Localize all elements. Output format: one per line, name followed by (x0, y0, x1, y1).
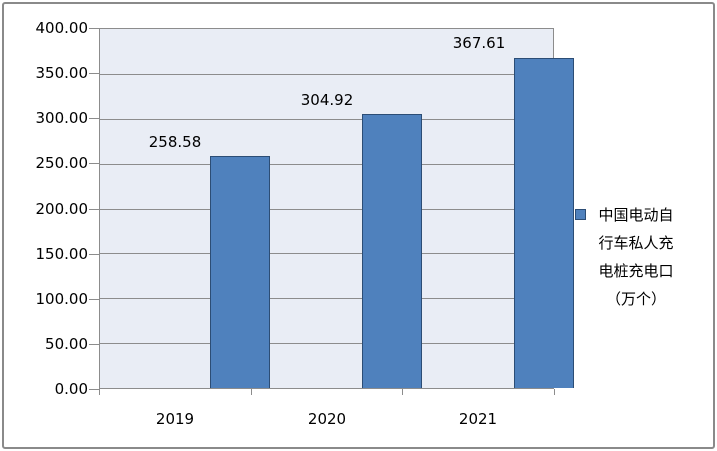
bar-2021[interactable] (514, 58, 574, 388)
legend-series-marker-icon (575, 209, 586, 220)
gridline (100, 118, 553, 120)
legend-label-line: 电桩充电口 (598, 262, 674, 280)
y-axis-tick (89, 73, 99, 74)
gridline (100, 343, 553, 345)
x-axis-tick (554, 389, 555, 395)
y-axis-tick (89, 163, 99, 164)
y-axis-tick (89, 389, 99, 390)
y-axis-tick (89, 209, 99, 210)
y-axis-tick (89, 118, 99, 119)
x-axis-category-label: 2020 (307, 410, 347, 428)
gridline (100, 163, 553, 165)
x-axis-category-label: 2021 (458, 410, 498, 428)
y-axis-tick (89, 344, 99, 345)
legend-label-line: 行车私人充 (598, 234, 674, 252)
gridline (100, 208, 553, 210)
legend-series-label: 中国电动自 行车私人充 电桩充电口 （万个） (590, 201, 682, 313)
x-axis-tick (402, 389, 403, 395)
y-axis-tick (89, 28, 99, 29)
x-axis-tick (99, 389, 100, 395)
y-axis-tick-label: 0.00 (54, 380, 88, 398)
bar-2019[interactable] (210, 155, 270, 388)
bar-2020[interactable] (362, 114, 422, 388)
x-axis-category-label: 2019 (155, 410, 195, 428)
gridline (100, 73, 553, 75)
gridline (100, 298, 553, 300)
y-axis-tick-label: 100.00 (35, 290, 89, 308)
y-axis-tick-label: 400.00 (35, 19, 89, 37)
y-axis-tick-label: 250.00 (35, 154, 89, 172)
y-axis-tick-label: 50.00 (45, 335, 88, 353)
y-axis-tick-label: 300.00 (35, 109, 89, 127)
y-axis-tick-label: 350.00 (35, 64, 89, 82)
gridline (100, 253, 553, 255)
y-axis-tick-label: 200.00 (35, 200, 89, 218)
y-axis-tick (89, 299, 99, 300)
y-axis-tick (89, 254, 99, 255)
y-axis-tick-label: 150.00 (35, 245, 89, 263)
plot-area (99, 28, 574, 389)
legend-label-line: （万个） (605, 290, 666, 308)
legend-label-line: 中国电动自 (598, 206, 674, 224)
x-axis-tick (251, 389, 252, 395)
